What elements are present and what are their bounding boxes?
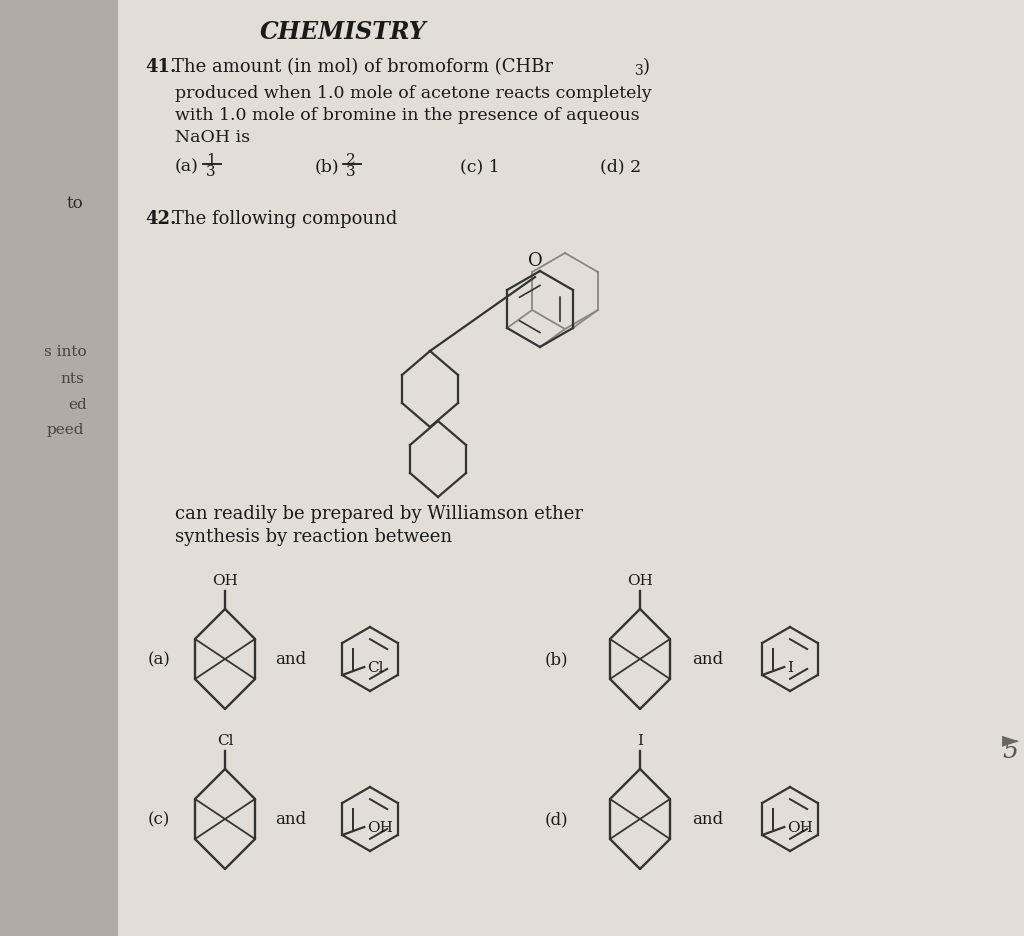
Text: ): ) [643, 58, 650, 76]
Text: (a): (a) [148, 651, 171, 667]
Text: CHEMISTRY: CHEMISTRY [260, 20, 427, 44]
Text: OH: OH [627, 574, 653, 588]
Text: O: O [527, 252, 543, 270]
FancyBboxPatch shape [0, 0, 118, 936]
Text: Cl: Cl [368, 660, 384, 674]
Text: (d) 2: (d) 2 [600, 158, 641, 175]
Text: nts: nts [60, 372, 84, 386]
Text: OH: OH [787, 820, 813, 834]
Text: ►: ► [1001, 729, 1019, 749]
Text: 3: 3 [346, 165, 355, 179]
Text: and: and [275, 651, 306, 667]
Text: 3: 3 [635, 64, 644, 78]
Text: I: I [787, 660, 794, 674]
Text: (a): (a) [175, 158, 199, 175]
Text: (c): (c) [148, 811, 170, 827]
Text: (d): (d) [545, 811, 568, 827]
Text: 5: 5 [1002, 739, 1018, 762]
Text: and: and [275, 811, 306, 827]
Text: 42.: 42. [145, 210, 176, 227]
Text: peed: peed [46, 422, 84, 436]
Text: and: and [692, 651, 723, 667]
Text: OH: OH [368, 820, 393, 834]
Text: NaOH is: NaOH is [175, 129, 250, 146]
Text: Cl: Cl [217, 733, 233, 747]
Text: The amount (in mol) of bromoform (CHBr: The amount (in mol) of bromoform (CHBr [172, 58, 553, 76]
Text: to: to [67, 195, 83, 212]
Text: 3: 3 [206, 165, 216, 179]
Text: synthesis by reaction between: synthesis by reaction between [175, 528, 453, 546]
Text: The following compound: The following compound [172, 210, 397, 227]
Text: (b): (b) [315, 158, 340, 175]
Text: can readily be prepared by Williamson ether: can readily be prepared by Williamson et… [175, 505, 583, 522]
Text: s into: s into [44, 344, 86, 358]
Text: 1: 1 [206, 153, 216, 167]
Text: ed: ed [69, 398, 87, 412]
Text: and: and [692, 811, 723, 827]
Text: OH: OH [212, 574, 238, 588]
FancyBboxPatch shape [118, 0, 1024, 936]
Text: I: I [637, 733, 643, 747]
Text: (b): (b) [545, 651, 568, 667]
Text: with 1.0 mole of bromine in the presence of aqueous: with 1.0 mole of bromine in the presence… [175, 107, 640, 124]
Text: (c) 1: (c) 1 [460, 158, 500, 175]
Text: produced when 1.0 mole of acetone reacts completely: produced when 1.0 mole of acetone reacts… [175, 85, 651, 102]
Text: 41.: 41. [145, 58, 176, 76]
Text: 2: 2 [346, 153, 356, 167]
